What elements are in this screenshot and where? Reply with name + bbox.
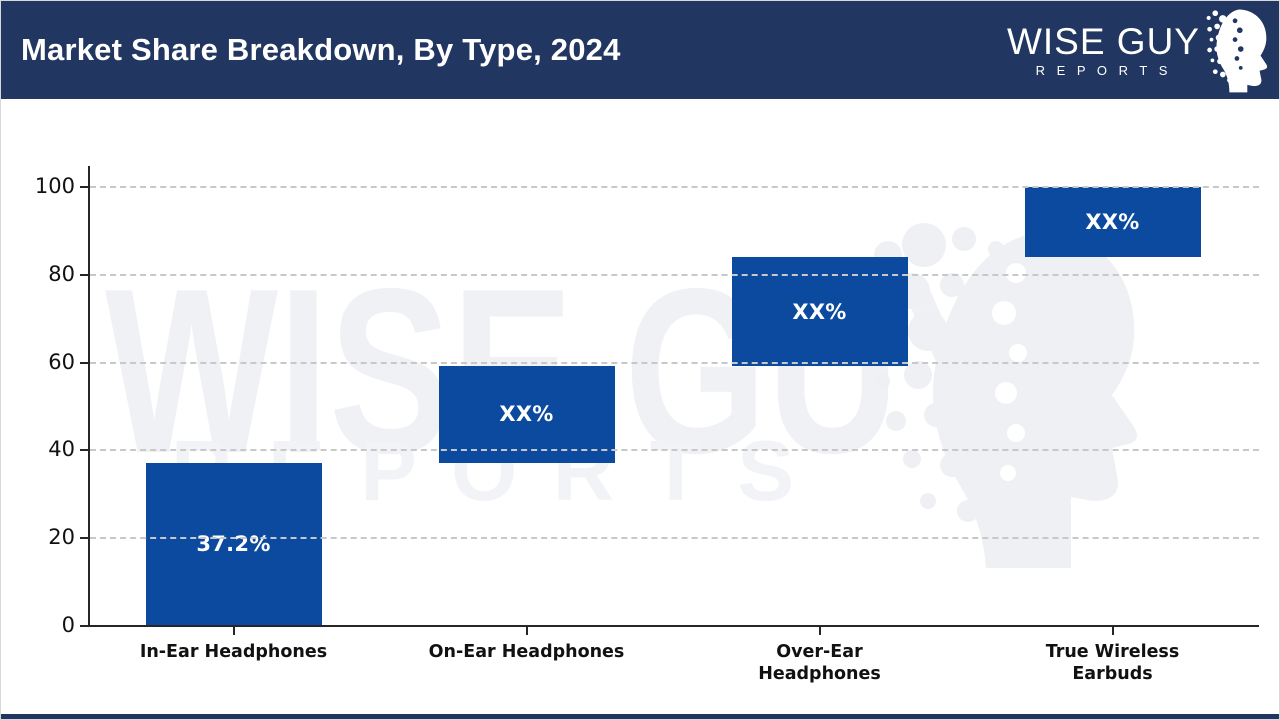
y-tick-mark [80,625,88,627]
y-axis-line [88,166,90,627]
brand-face-icon [1206,9,1268,93]
y-tick-label: 100 [34,174,75,199]
brand-name: WISE GUY [1006,20,1200,62]
x-tick-label: Over-Ear Headphones [758,642,881,684]
y-tick-label: 80 [48,261,75,286]
gridline [90,186,1259,189]
y-tick-mark [80,186,88,189]
bar-value-label: XX% [792,299,847,324]
watermark-head-icon [868,223,1137,568]
x-tick-mark [818,627,821,635]
x-tick-mark [1111,627,1114,635]
bar-value-label: 37.2% [196,532,271,557]
brand-logo: WISE GUY R E P O R T S [1007,1,1269,99]
chart-title: Market Share Breakdown, By Type, 2024 [21,32,621,67]
brand-tagline: R E P O R T S [1035,62,1172,78]
y-tick-label: 40 [48,437,75,462]
x-tick-label: In-Ear Headphones [139,642,328,662]
x-tick-mark [232,627,235,635]
footer-strip [1,714,1279,719]
bar-value-label: XX% [1085,210,1140,235]
bar: XX% [1024,187,1201,258]
y-tick-label: 0 [61,613,75,637]
y-tick-mark [80,361,88,364]
brand-wordmark: WISE GUY R E P O R T S [1007,23,1200,78]
header: Market Share Breakdown, By Type, 2024 WI… [1,1,1279,99]
x-axis-line [88,625,1259,627]
gridline [90,361,1259,364]
gridline [90,537,1259,540]
bar: XX% [438,366,615,463]
x-tick-label: On-Ear Headphones [428,642,625,662]
y-tick-mark [80,449,88,452]
gridline [90,449,1259,452]
bar-value-label: XX% [499,402,554,427]
y-tick-label: 60 [48,349,75,374]
y-tick-mark [80,537,88,540]
y-tick-mark [80,273,88,276]
gridline [90,273,1259,276]
y-tick-label: 20 [48,525,75,550]
x-tick-mark [525,627,528,635]
bar: 37.2% [145,462,322,626]
x-tick-label: True Wireless Earbuds [1045,642,1180,684]
